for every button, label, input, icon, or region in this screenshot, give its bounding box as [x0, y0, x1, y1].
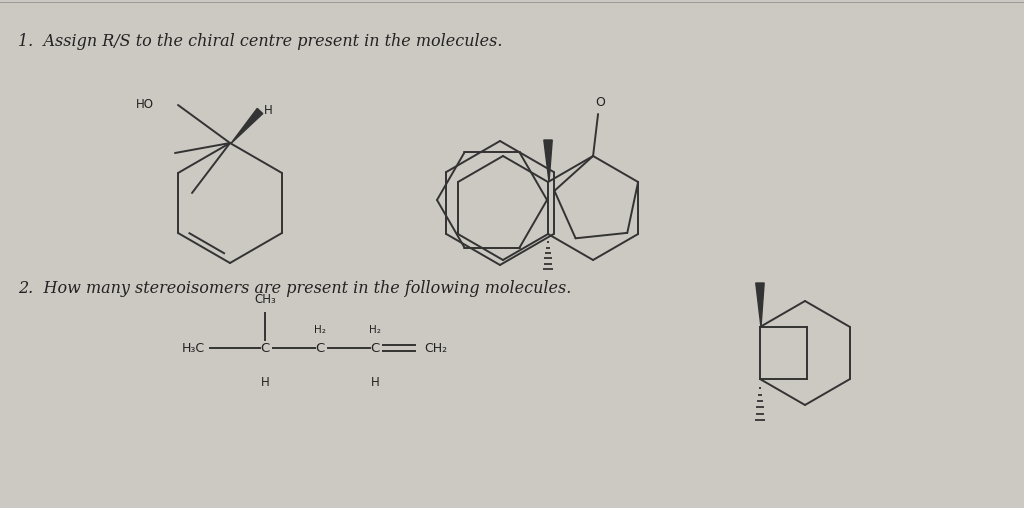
Text: 2.  How many stereoisomers are present in the following molecules.: 2. How many stereoisomers are present in… — [18, 280, 571, 297]
Polygon shape — [756, 283, 764, 327]
Text: 1.  Assign R/S to the chiral centre present in the molecules.: 1. Assign R/S to the chiral centre prese… — [18, 33, 503, 50]
Polygon shape — [544, 140, 552, 182]
Text: C: C — [315, 341, 325, 355]
Polygon shape — [230, 108, 263, 144]
Text: H₂: H₂ — [369, 325, 381, 335]
Text: H₃C: H₃C — [182, 341, 205, 355]
Text: H₂: H₂ — [314, 325, 326, 335]
Text: H: H — [264, 104, 272, 116]
Text: CH₃: CH₃ — [254, 293, 275, 306]
Text: O: O — [595, 96, 605, 109]
Text: HO: HO — [136, 98, 154, 111]
Text: C: C — [371, 341, 380, 355]
Text: H: H — [261, 376, 269, 389]
Text: CH₂: CH₂ — [424, 341, 447, 355]
Text: H: H — [371, 376, 379, 389]
Text: C: C — [260, 341, 269, 355]
